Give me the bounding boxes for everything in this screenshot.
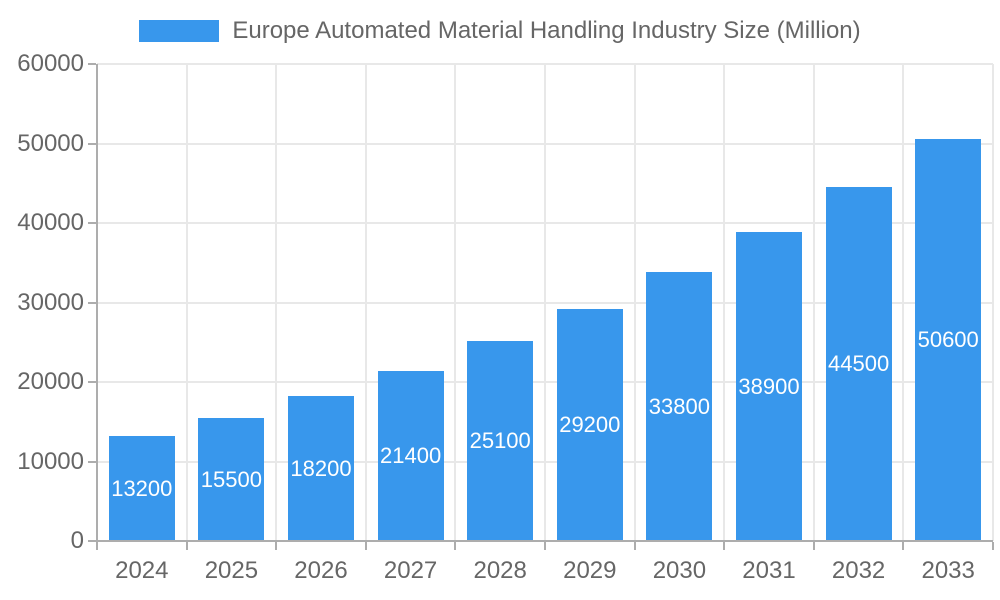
v-gridline	[364, 64, 367, 541]
x-tick-mark	[723, 542, 726, 550]
bar-value-label: 13200	[111, 475, 173, 501]
y-tick-label: 20000	[17, 368, 84, 395]
x-tick-mark	[275, 542, 278, 550]
v-gridline	[454, 64, 457, 541]
bar-value-label: 18200	[290, 455, 352, 481]
bar-2031[interactable]: 38900	[736, 232, 802, 541]
x-tick-mark	[902, 542, 905, 550]
x-tick-mark	[633, 542, 636, 550]
bar-2029[interactable]: 29200	[556, 309, 623, 541]
x-tick-label: 2029	[563, 557, 617, 584]
y-tick-mark	[88, 540, 96, 542]
bar-2032[interactable]: 44500	[825, 187, 892, 541]
y-tick-mark	[88, 142, 96, 145]
v-gridline	[633, 64, 636, 541]
legend-swatch-icon	[139, 20, 220, 42]
x-tick-label: 2031	[742, 557, 796, 584]
x-tick-mark	[96, 542, 98, 550]
bar-value-label: 33800	[648, 393, 710, 419]
v-gridline	[992, 64, 994, 541]
y-tick-mark	[88, 381, 96, 383]
bar-value-label: 29200	[559, 412, 621, 437]
x-tick-label: 2030	[652, 557, 707, 584]
legend-label: Europe Automated Material Handling Indus…	[232, 17, 861, 44]
x-tick-mark	[992, 542, 994, 550]
v-gridline	[185, 64, 188, 541]
bar-2024[interactable]: 13200	[108, 436, 175, 541]
bar-value-label: 15500	[200, 466, 262, 492]
bar-2028[interactable]: 25100	[467, 341, 534, 541]
x-tick-label: 2025	[204, 557, 259, 584]
y-tick-mark	[88, 222, 96, 224]
y-tick-label: 0	[70, 527, 84, 554]
v-gridline	[275, 64, 278, 541]
v-gridline	[723, 64, 726, 541]
x-tick-label: 2026	[294, 557, 348, 584]
x-tick-label: 2032	[831, 557, 886, 584]
x-tick-label: 2024	[115, 557, 169, 584]
y-tick-label: 60000	[17, 50, 84, 77]
y-tick-mark	[88, 301, 96, 304]
bar-2025[interactable]: 15500	[198, 418, 265, 541]
bar-value-label: 25100	[469, 428, 531, 453]
x-tick-mark	[364, 542, 367, 550]
y-tick-mark	[88, 63, 96, 65]
y-tick-label: 40000	[17, 209, 84, 236]
y-tick-label: 10000	[17, 447, 84, 475]
bar-2033[interactable]: 50600	[915, 139, 982, 541]
bar-2027[interactable]: 21400	[377, 371, 444, 541]
x-tick-label: 2028	[473, 557, 527, 584]
x-tick-mark	[812, 542, 815, 550]
y-axis-line	[96, 64, 98, 541]
bar-2030[interactable]: 33800	[646, 272, 713, 541]
x-axis-line	[96, 540, 993, 542]
bar-value-label: 21400	[380, 443, 442, 468]
x-tick-mark	[185, 542, 188, 550]
v-gridline	[544, 64, 546, 541]
x-tick-mark	[544, 542, 546, 550]
x-tick-label: 2033	[921, 557, 975, 584]
x-tick-mark	[454, 542, 457, 550]
y-tick-mark	[88, 460, 96, 463]
y-tick-label: 50000	[17, 129, 84, 157]
chart-legend[interactable]: Europe Automated Material Handling Indus…	[0, 16, 1000, 46]
x-tick-label: 2027	[383, 557, 438, 584]
bar-value-label: 50600	[917, 327, 979, 352]
v-gridline	[902, 64, 905, 541]
bar-value-label: 38900	[738, 373, 800, 399]
y-tick-label: 30000	[17, 288, 84, 316]
bar-value-label: 44500	[828, 351, 890, 376]
plot-area: 13200 15500 18200 21400 25100 29200 33800 38900…	[17, 51, 994, 584]
v-gridline	[812, 64, 815, 541]
bar-2026[interactable]: 18200	[288, 396, 354, 541]
